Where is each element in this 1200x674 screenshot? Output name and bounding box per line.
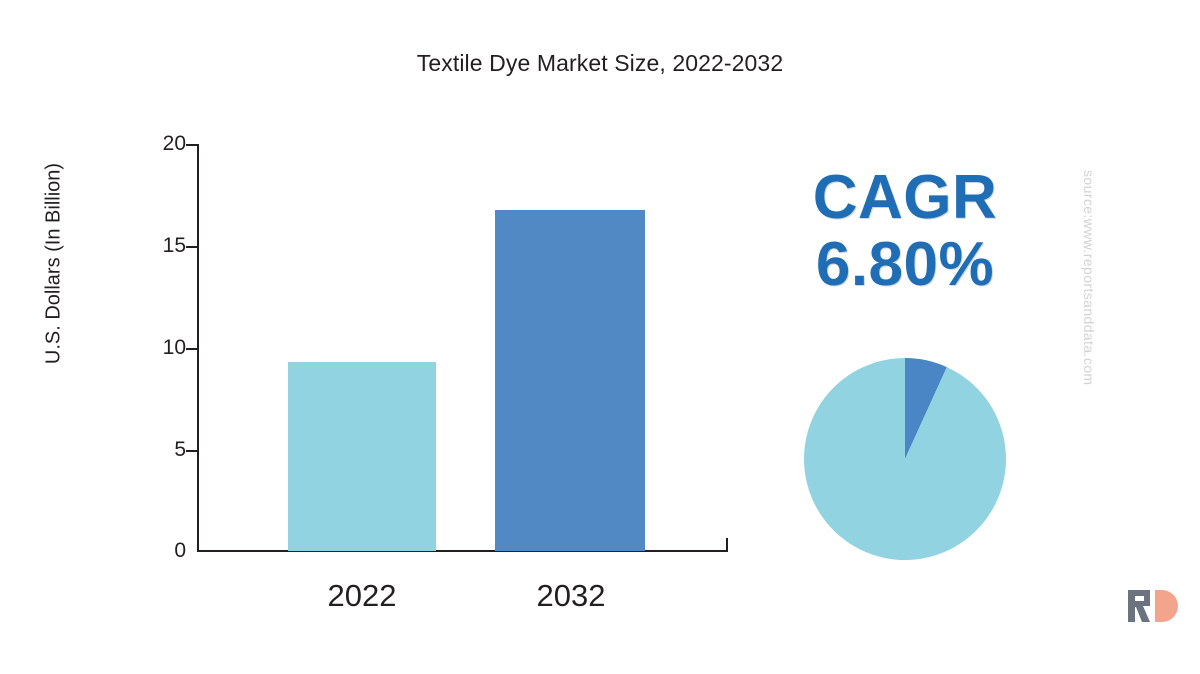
logo-svg <box>1128 590 1178 622</box>
reports-and-data-logo[interactable] <box>1122 586 1184 622</box>
bar-2022[interactable] <box>288 361 436 551</box>
cagr-value: 6.80% <box>815 229 995 299</box>
y-tick-mark <box>186 246 198 248</box>
pie-slice[interactable] <box>803 358 1006 560</box>
y-tick-label: 15 <box>162 234 186 257</box>
x-axis-line <box>197 550 728 552</box>
bar-2032[interactable] <box>495 210 645 551</box>
y-tick-mark <box>186 450 198 452</box>
y-tick-label: 10 <box>162 336 186 359</box>
cagr-label: CAGR <box>812 163 998 232</box>
x-tick-label-2022: 2022 <box>327 578 397 613</box>
logo-letter-d-icon <box>1155 590 1178 622</box>
cagr-callout: CAGR 6.80% <box>780 163 1030 299</box>
y-tick-label: 0 <box>174 539 186 562</box>
pie-slice[interactable] <box>905 358 947 459</box>
y-tick-label: 5 <box>174 438 186 461</box>
source-watermark: source:www.reportsanddata.com <box>1081 170 1097 386</box>
plot-area: U.S. Dollars (In Billion) 20 15 10 5 0 <box>43 132 728 613</box>
x-tick-label-2032: 2032 <box>536 578 606 613</box>
y-tick-mark <box>186 144 198 146</box>
logo-letter-r-icon <box>1128 590 1150 622</box>
y-axis-line <box>197 144 199 552</box>
cagr-pie-chart <box>803 358 1006 560</box>
pie-svg <box>803 358 1006 560</box>
y-tick-label: 20 <box>162 132 186 155</box>
y-tick-mark <box>186 348 198 350</box>
bars-layer <box>288 210 645 551</box>
x-axis-end-tick <box>726 538 728 551</box>
page-title: Textile Dye Market Size, 2022-2032 <box>416 50 784 76</box>
